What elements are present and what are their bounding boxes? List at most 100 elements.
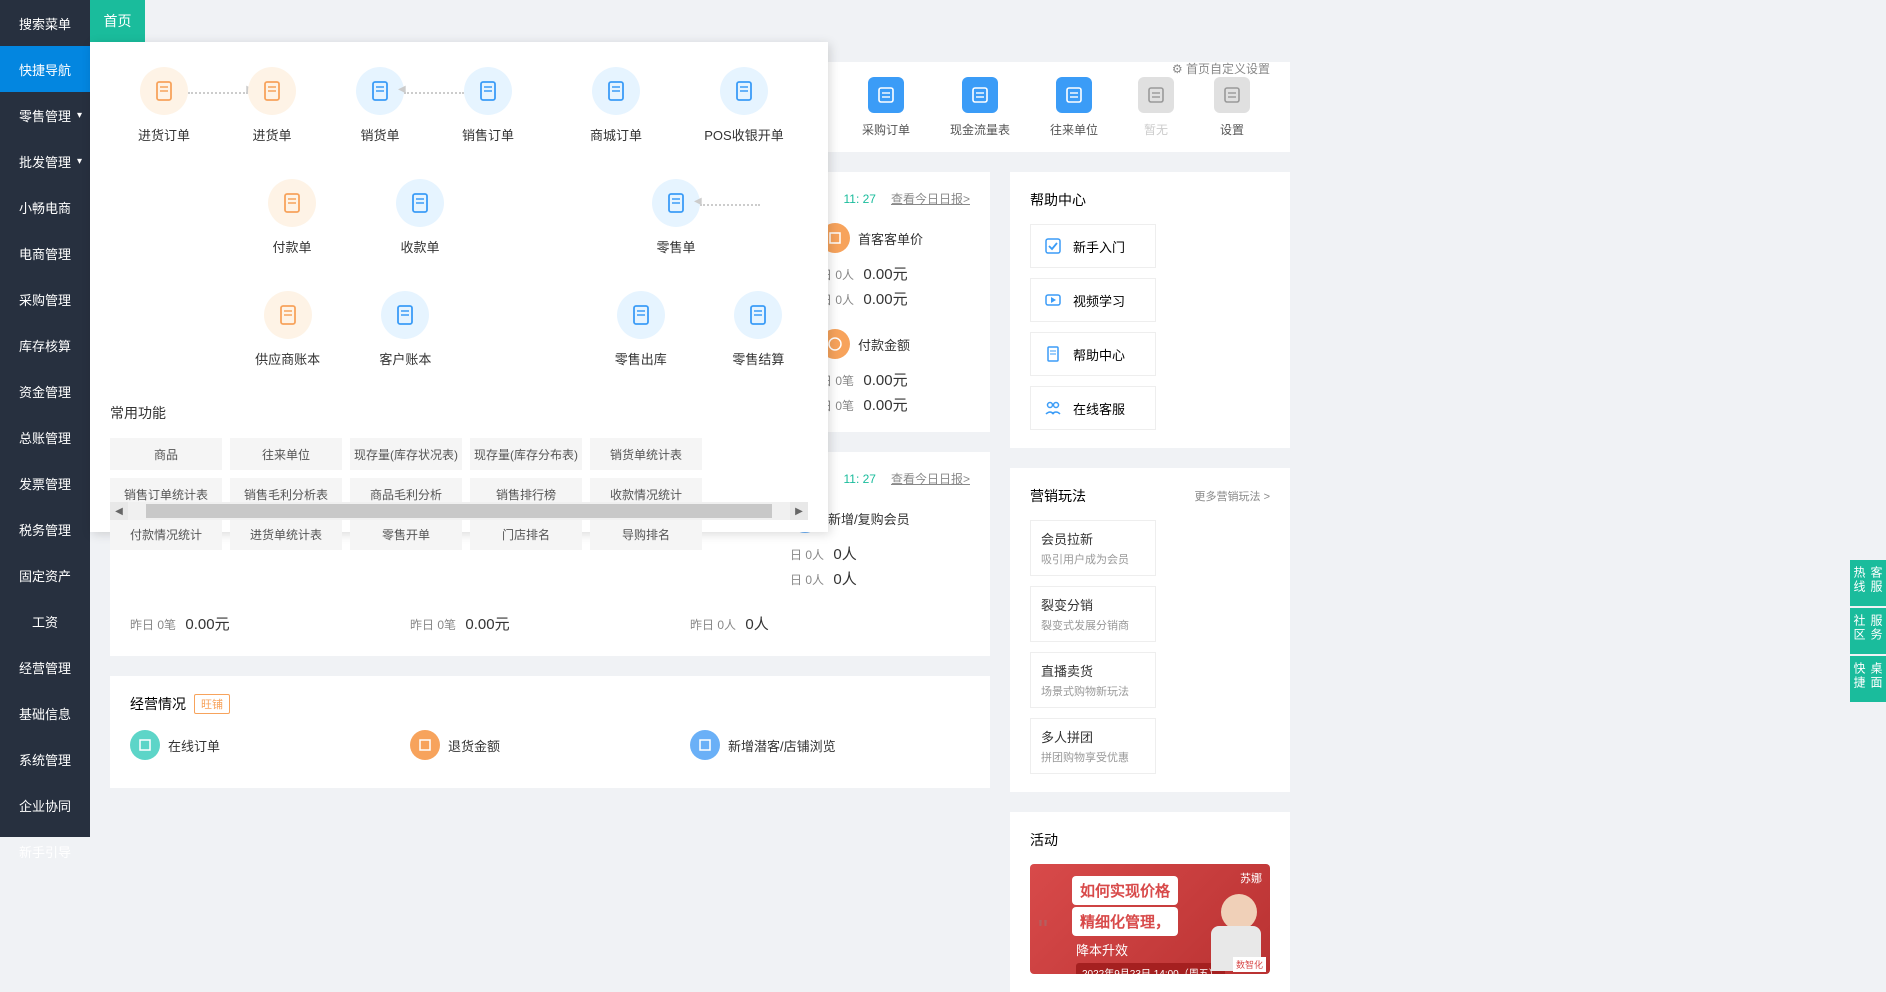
shortcut-往来单位[interactable]: 往来单位 bbox=[1050, 77, 1098, 138]
flow-item-销货单[interactable]: 销货单 bbox=[326, 67, 434, 144]
sidebar-item-10[interactable]: 税务管理 bbox=[0, 506, 90, 552]
sidebar-item-9[interactable]: 发票管理 bbox=[0, 460, 90, 506]
tab-home[interactable]: 首页 bbox=[90, 0, 145, 42]
common-function-button[interactable]: 现存量(库存状况表) bbox=[350, 438, 462, 470]
common-function-button[interactable]: 销货单统计表 bbox=[590, 438, 702, 470]
marketing-item-多人拼团[interactable]: 多人拼团拼团购物享受优惠 bbox=[1030, 718, 1156, 774]
flow-label: 零售出库 bbox=[615, 349, 667, 368]
shortcut-label: 暂无 bbox=[1144, 121, 1168, 138]
shortcut-label: 往来单位 bbox=[1050, 121, 1098, 138]
doc-icon bbox=[1043, 344, 1063, 364]
sidebar-item-13[interactable]: 经营管理 bbox=[0, 644, 90, 690]
marketing-item-会员拉新[interactable]: 会员拉新吸引用户成为会员 bbox=[1030, 520, 1156, 576]
sidebar-item-0[interactable]: 快捷导航 bbox=[0, 46, 90, 92]
flow-item-销售订单[interactable]: 销售订单 bbox=[434, 67, 542, 144]
scroll-left-button[interactable]: ◀ bbox=[110, 502, 128, 520]
sidebar-item-14[interactable]: 基础信息 bbox=[0, 690, 90, 736]
sidebar-item-11[interactable]: 固定资产 bbox=[0, 552, 90, 598]
marketing-item-裂变分销[interactable]: 裂变分销裂变式发展分销商 bbox=[1030, 586, 1156, 642]
flow-item-进货订单[interactable]: 进货订单 bbox=[110, 67, 218, 144]
shortcut-icon bbox=[1056, 77, 1092, 113]
sidebar-item-3[interactable]: 小畅电商 bbox=[0, 184, 90, 230]
view-daily-report-link[interactable]: 查看今日日报> bbox=[891, 470, 970, 487]
banner-date: 2022年9月23日 14:00（周五） bbox=[1076, 963, 1225, 974]
side-tab-服务社区[interactable]: 服务社区 bbox=[1850, 608, 1886, 654]
scroll-right-button[interactable]: ▶ bbox=[790, 502, 808, 520]
situation-card: 经营情况 旺铺 在线订单退货金额新增潜客/店铺浏览 bbox=[110, 676, 990, 788]
activity-card: 活动 " 如何实现价格 精细化管理， 降本升效 2022年9月23日 14:00… bbox=[1010, 812, 1290, 992]
stat-title: 付款金额 bbox=[858, 335, 910, 354]
marketing-item-sub: 场景式购物新玩法 bbox=[1041, 683, 1145, 699]
flow-icon bbox=[720, 67, 768, 115]
side-tab-桌面快捷[interactable]: 桌面快捷 bbox=[1850, 656, 1886, 702]
common-function-button[interactable]: 往来单位 bbox=[230, 438, 342, 470]
marketing-title: 营销玩法 bbox=[1030, 486, 1086, 506]
flow-item-POS收银开单[interactable]: POS收银开单 bbox=[690, 67, 798, 144]
customize-homepage-link[interactable]: ⚙ 首页自定义设置 bbox=[1172, 60, 1270, 77]
flow-item-收款单[interactable]: 收款单 bbox=[366, 179, 474, 256]
sidebar-item-6[interactable]: 库存核算 bbox=[0, 322, 90, 368]
flow-item-付款单[interactable]: 付款单 bbox=[238, 179, 346, 256]
flow-item-零售出库[interactable]: 零售出库 bbox=[591, 291, 690, 368]
stat-line: 昨日 0笔 0.00元 bbox=[410, 613, 690, 634]
sidebar-item-17[interactable]: 新手引导 bbox=[0, 828, 90, 874]
sidebar-item-16[interactable]: 企业协同 bbox=[0, 782, 90, 828]
activity-banner[interactable]: " 如何实现价格 精细化管理， 降本升效 2022年9月23日 14:00（周五… bbox=[1030, 864, 1270, 974]
flow-item-客户账本[interactable]: 客户账本 bbox=[356, 291, 455, 368]
common-function-button[interactable]: 导购排名 bbox=[590, 518, 702, 550]
sidebar-item-8[interactable]: 总账管理 bbox=[0, 414, 90, 460]
help-item-新手入门[interactable]: 新手入门 bbox=[1030, 224, 1156, 268]
stat-line: 日 0笔 0.00元 bbox=[820, 394, 970, 415]
shortcut-采购订单[interactable]: 采购订单 bbox=[862, 77, 910, 138]
flyout-scrollbar[interactable]: ◀ ▶ bbox=[110, 502, 808, 520]
situation-title: 经营情况 bbox=[130, 694, 186, 714]
flow-item-商城订单[interactable]: 商城订单 bbox=[562, 67, 670, 144]
scroll-track[interactable] bbox=[146, 504, 772, 518]
help-item-帮助中心[interactable]: 帮助中心 bbox=[1030, 332, 1156, 376]
shortcut-设置[interactable]: 设置 bbox=[1214, 77, 1250, 138]
sidebar-item-1[interactable]: 零售管理▾ bbox=[0, 92, 90, 138]
shortcut-label: 采购订单 bbox=[862, 121, 910, 138]
common-function-button[interactable]: 零售开单 bbox=[350, 518, 462, 550]
sidebar-item-2[interactable]: 批发管理▾ bbox=[0, 138, 90, 184]
flow-icon bbox=[268, 179, 316, 227]
banner-headline: 如何实现价格 bbox=[1072, 876, 1178, 905]
flow-item-零售单[interactable]: 零售单 bbox=[622, 179, 730, 256]
common-function-button[interactable]: 商品 bbox=[110, 438, 222, 470]
situation-stat: 退货金额 bbox=[410, 730, 690, 770]
flow-icon bbox=[140, 67, 188, 115]
sidebar-item-5[interactable]: 采购管理 bbox=[0, 276, 90, 322]
marketing-item-sub: 裂变式发展分销商 bbox=[1041, 617, 1145, 633]
sidebar-item-15[interactable]: 系统管理 bbox=[0, 736, 90, 782]
help-item-在线客服[interactable]: 在线客服 bbox=[1030, 386, 1156, 430]
common-function-button[interactable]: 门店排名 bbox=[470, 518, 582, 550]
flow-arrow bbox=[700, 204, 760, 206]
common-function-button[interactable]: 付款情况统计 bbox=[110, 518, 222, 550]
sidebar-item-7[interactable]: 资金管理 bbox=[0, 368, 90, 414]
shortcut-icon bbox=[1138, 77, 1174, 113]
top-tabs: 首页 bbox=[90, 0, 145, 42]
marketing-card: 营销玩法 更多营销玩法 > 会员拉新吸引用户成为会员裂变分销裂变式发展分销商直播… bbox=[1010, 468, 1290, 792]
sidebar-item-12[interactable]: 工资 bbox=[0, 598, 90, 644]
common-function-button[interactable]: 现存量(库存分布表) bbox=[470, 438, 582, 470]
stat-line: 日 0人 0.00元 bbox=[820, 288, 970, 309]
help-item-视频学习[interactable]: 视频学习 bbox=[1030, 278, 1156, 322]
sidebar-item-4[interactable]: 电商管理 bbox=[0, 230, 90, 276]
view-daily-report-link[interactable]: 查看今日日报> bbox=[891, 190, 970, 207]
sidebar-search[interactable]: 搜索菜单 bbox=[0, 0, 90, 46]
flow-item-进货单[interactable]: 进货单 bbox=[218, 67, 326, 144]
marketing-item-直播卖货[interactable]: 直播卖货场景式购物新玩法 bbox=[1030, 652, 1156, 708]
flow-item-零售结算[interactable]: 零售结算 bbox=[709, 291, 808, 368]
flow-label: 商城订单 bbox=[590, 125, 642, 144]
more-marketing-link[interactable]: 更多营销玩法 > bbox=[1195, 488, 1270, 504]
flow-item-供应商账本[interactable]: 供应商账本 bbox=[238, 291, 337, 368]
shortcut-现金流量表[interactable]: 现金流量表 bbox=[950, 77, 1010, 138]
marketing-item-title: 裂变分销 bbox=[1041, 595, 1145, 614]
marketing-item-sub: 拼团购物享受优惠 bbox=[1041, 749, 1145, 765]
flow-label: 付款单 bbox=[272, 237, 311, 256]
side-tab-客服热线[interactable]: 客服热线 bbox=[1850, 560, 1886, 606]
common-function-button[interactable]: 进货单统计表 bbox=[230, 518, 342, 550]
help-item-label: 在线客服 bbox=[1073, 399, 1125, 418]
help-item-label: 新手入门 bbox=[1073, 237, 1125, 256]
flow-label: 客户账本 bbox=[379, 349, 431, 368]
